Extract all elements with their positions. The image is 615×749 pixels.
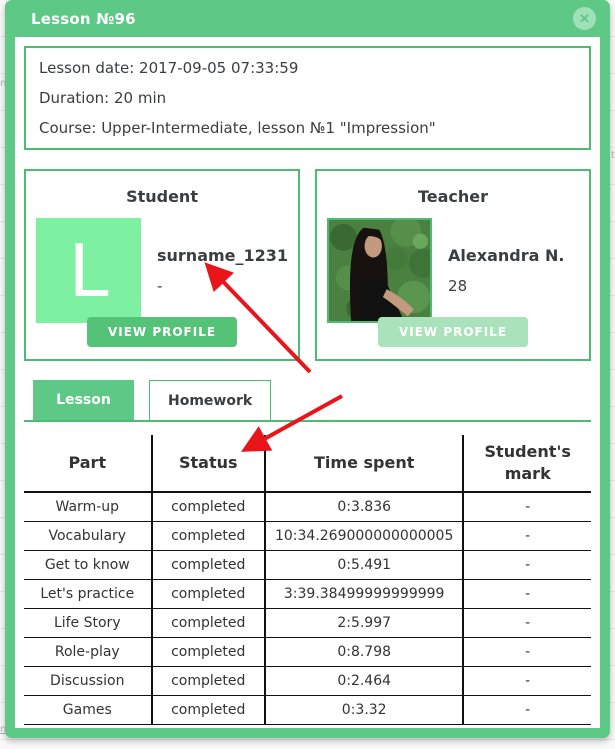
- table-row: Warm-up completed 0:3.836-: [24, 492, 591, 522]
- teacher-view-profile-button[interactable]: VIEW PROFILE: [378, 317, 529, 347]
- background-page-fragment: n: [0, 78, 7, 89]
- time-spent-column-header: Time spent: [263, 435, 464, 493]
- table-row: Discussion completed 0:2.464-: [24, 666, 591, 696]
- modal-title: Lesson №96: [31, 9, 136, 28]
- student-avatar-letter: L: [68, 228, 109, 313]
- part-cell: Discussion: [24, 666, 152, 696]
- table-header-row: Part Status Time spent Student's mark: [24, 435, 591, 493]
- time-spent-cell: 0:8.798: [263, 637, 464, 667]
- student-detail: -: [157, 277, 163, 295]
- part-cell: Warm-up: [24, 492, 152, 522]
- students-mark-column-header: Student's mark: [462, 435, 591, 493]
- table-row: Vocabulary completed 10:34.269000000000005…: [24, 521, 591, 551]
- mark-cell: -: [462, 492, 591, 522]
- part-column-header: Part: [24, 435, 152, 493]
- status-column-header: Status: [150, 435, 265, 493]
- background-page-fragment: n: [0, 724, 7, 735]
- time-spent-cell: 3:39.38499999999999: [263, 579, 464, 609]
- time-spent-cell: 0:3.836: [263, 492, 464, 522]
- lesson-course: Course: Upper-Intermediate, lesson №1 "I…: [39, 119, 436, 137]
- lesson-modal: Lesson №96 ✕ Lesson date: 2017-09-05 07:…: [5, 0, 610, 738]
- table-row: Life Story completed 2:5.997-: [24, 608, 591, 638]
- status-cell: completed: [150, 695, 265, 725]
- mark-cell: -: [462, 521, 591, 551]
- time-spent-cell: 10:34.269000000000005: [263, 521, 464, 551]
- tab-homework[interactable]: Homework: [149, 380, 272, 420]
- teacher-detail: 28: [448, 277, 468, 295]
- status-cell: completed: [150, 579, 265, 609]
- student-view-profile-button[interactable]: VIEW PROFILE: [87, 317, 238, 347]
- student-card-title: Student: [126, 187, 198, 206]
- mark-cell: -: [462, 695, 591, 725]
- student-avatar: L: [36, 218, 141, 323]
- time-spent-cell: 2:5.997: [263, 608, 464, 638]
- teacher-name: Alexandra N.: [448, 246, 565, 265]
- mark-cell: -: [462, 579, 591, 609]
- status-cell: completed: [150, 666, 265, 696]
- student-card: Student L surname_1231 - VIEW PROFILE: [24, 169, 301, 361]
- background-page-fragment: t: [611, 150, 615, 161]
- table-row: Get to know completed 0:5.491-: [24, 550, 591, 580]
- mark-cell: -: [462, 666, 591, 696]
- table-row: Role-play completed 0:8.798-: [24, 637, 591, 667]
- student-name: surname_1231: [157, 246, 289, 265]
- modal-header: Lesson №96 ✕: [5, 0, 610, 37]
- teacher-photo: [327, 218, 433, 323]
- close-button[interactable]: ✕: [573, 7, 596, 30]
- close-icon: ✕: [579, 11, 590, 26]
- mark-cell: -: [462, 550, 591, 580]
- lesson-table: Part Status Time spent Student's mark Warm-…: [24, 435, 591, 725]
- lesson-date: Lesson date: 2017-09-05 07:33:59: [39, 59, 299, 77]
- status-cell: completed: [150, 637, 265, 667]
- teacher-card: Teacher: [315, 169, 591, 361]
- lesson-duration: Duration: 20 min: [39, 89, 167, 107]
- tabs: Lesson Homework: [24, 380, 591, 422]
- part-cell: Role-play: [24, 637, 152, 667]
- time-spent-cell: 0:3.32: [263, 695, 464, 725]
- status-cell: completed: [150, 608, 265, 638]
- part-cell: Games: [24, 695, 152, 725]
- status-cell: completed: [150, 492, 265, 522]
- modal-content: Lesson date: 2017-09-05 07:33:59 Duratio…: [15, 37, 600, 728]
- time-spent-cell: 0:2.464: [263, 666, 464, 696]
- part-cell: Life Story: [24, 608, 152, 638]
- time-spent-cell: 0:5.491: [263, 550, 464, 580]
- teacher-card-title: Teacher: [417, 187, 489, 206]
- part-cell: Get to know: [24, 550, 152, 580]
- lesson-info-box: Lesson date: 2017-09-05 07:33:59 Duratio…: [24, 46, 591, 150]
- status-cell: completed: [150, 521, 265, 551]
- table-row: Let's practice completed 3:39.384999999999…: [24, 579, 591, 609]
- tab-lesson[interactable]: Lesson: [33, 380, 134, 420]
- mark-cell: -: [462, 608, 591, 638]
- table-row: Games completed 0:3.32-: [24, 695, 591, 725]
- part-cell: Vocabulary: [24, 521, 152, 551]
- part-cell: Let's practice: [24, 579, 152, 609]
- lesson-table-body: Warm-up completed 0:3.836- Vocabulary comple…: [24, 492, 591, 725]
- mark-cell: -: [462, 637, 591, 667]
- status-cell: completed: [150, 550, 265, 580]
